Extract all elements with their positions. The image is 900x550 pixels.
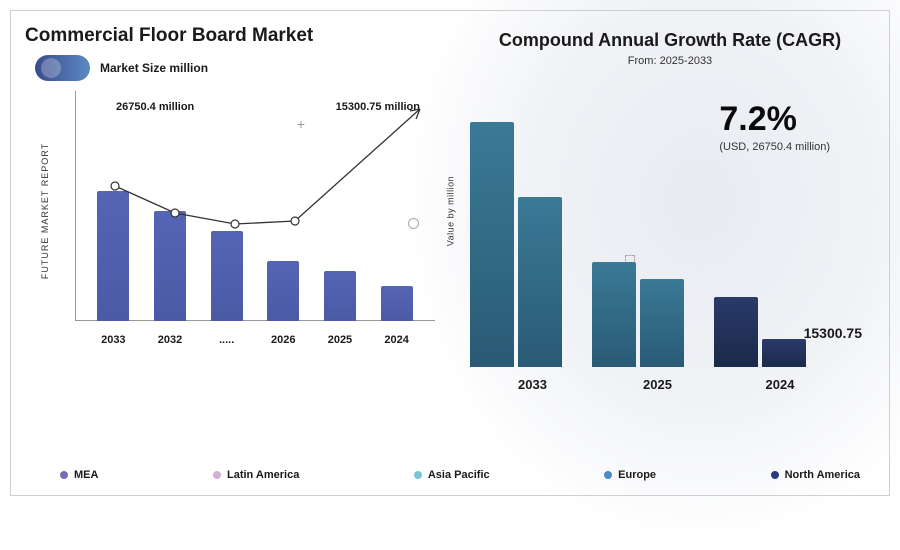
regions-legend: MEA Latin America Asia Pacific Europe North …: [60, 469, 860, 481]
region-item: Europe: [604, 469, 656, 481]
left-x-label: .....: [211, 334, 243, 346]
right-chart-title: Compound Annual Growth Rate (CAGR): [470, 30, 870, 51]
left-bar: [154, 211, 186, 321]
region-item: North America: [771, 469, 860, 481]
region-item: MEA: [60, 469, 98, 481]
right-bar: [470, 122, 514, 367]
right-bar-group: [592, 262, 684, 367]
region-item: Asia Pacific: [414, 469, 490, 481]
left-bar: [267, 261, 299, 321]
region-label: Asia Pacific: [428, 469, 490, 481]
right-bar: [518, 197, 562, 367]
right-x-label: 2024: [720, 377, 840, 392]
left-bars-container: [75, 91, 435, 321]
from-line: From: 2025-2033: [470, 55, 870, 67]
right-chart-panel: Compound Annual Growth Rate (CAGR) From:…: [470, 30, 870, 397]
region-dot-icon: [604, 471, 612, 479]
left-bar: [381, 286, 413, 321]
region-item: Latin America: [213, 469, 299, 481]
region-dot-icon: [60, 471, 68, 479]
legend-pill-icon: [35, 55, 90, 81]
y-axis-label-right: Value by million: [445, 176, 455, 246]
y-axis-label-left: FUTURE MARKET REPORT: [40, 143, 50, 279]
region-label: Europe: [618, 469, 656, 481]
region-label: Latin America: [227, 469, 299, 481]
right-bar-group: [470, 122, 562, 367]
region-dot-icon: [213, 471, 221, 479]
right-chart-area: 203320252024 15300.75: [470, 117, 870, 397]
right-x-labels: 203320252024: [470, 377, 870, 392]
legend-label: Market Size million: [100, 61, 208, 75]
left-x-label: 2026: [267, 334, 299, 346]
left-x-label: 2024: [381, 334, 413, 346]
value-annotation: 15300.75: [804, 325, 862, 341]
region-label: MEA: [74, 469, 98, 481]
right-bar: [714, 297, 758, 367]
right-bar-group: [714, 297, 806, 367]
left-bar: [211, 231, 243, 321]
left-chart-panel: Commercial Floor Board Market Market Siz…: [25, 25, 445, 391]
right-bar: [762, 339, 806, 367]
right-x-label: 2025: [595, 377, 720, 392]
left-x-label: 2033: [97, 334, 129, 346]
region-dot-icon: [414, 471, 422, 479]
legend-item: Market Size million: [35, 55, 445, 81]
left-bar: [97, 191, 129, 321]
region-dot-icon: [771, 471, 779, 479]
left-chart-title: Commercial Floor Board Market: [25, 25, 445, 47]
region-label: North America: [785, 469, 860, 481]
left-bar: [324, 271, 356, 321]
left-x-label: 2032: [154, 334, 186, 346]
left-x-labels: 2033 2032..... 2026 2025 2024: [75, 334, 435, 346]
left-chart-area: FUTURE MARKET REPORT 26750.4 million 153…: [55, 91, 445, 391]
right-bar: [640, 279, 684, 367]
right-bar: [592, 262, 636, 367]
left-x-label: 2025: [324, 334, 356, 346]
right-x-label: 2033: [470, 377, 595, 392]
